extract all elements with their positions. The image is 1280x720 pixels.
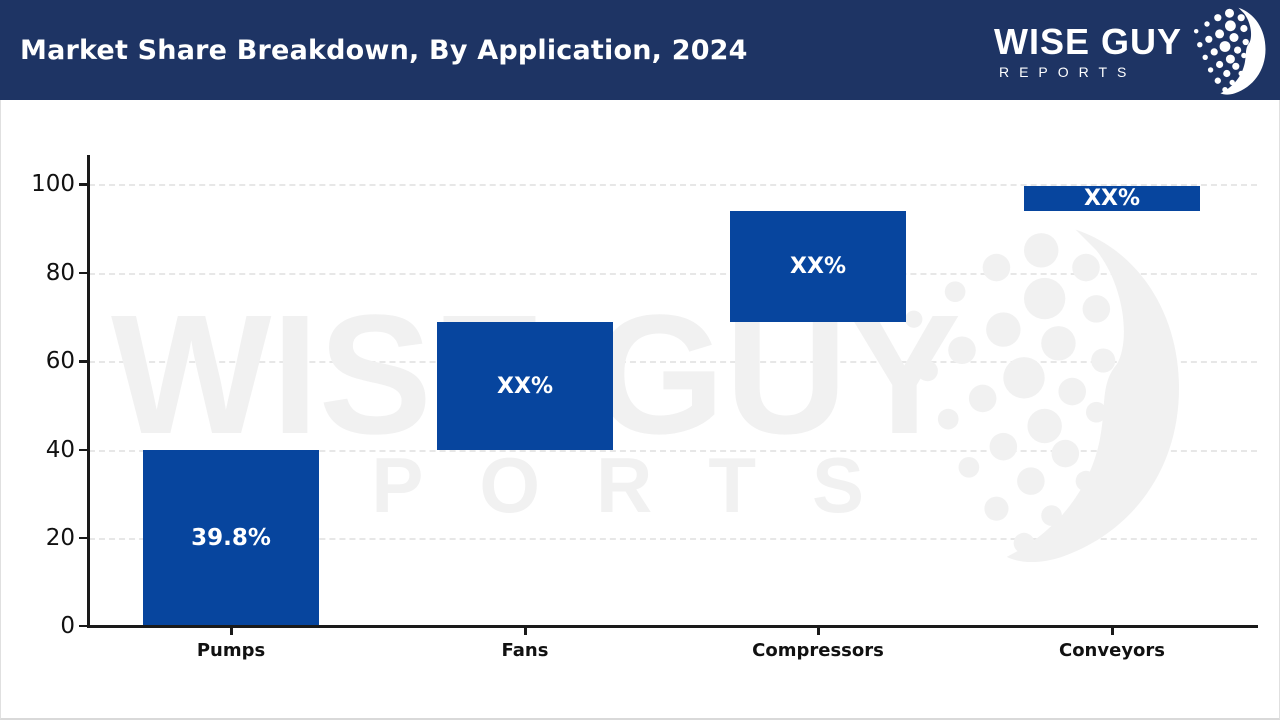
x-tick-label: Conveyors <box>1058 640 1166 661</box>
y-axis <box>87 155 90 627</box>
gridline-80 <box>89 272 1257 275</box>
y-tick <box>79 360 88 363</box>
x-tick-label: Compressors <box>752 640 884 661</box>
gridline-20 <box>89 537 1257 540</box>
y-tick <box>79 448 88 451</box>
gridline-40 <box>89 449 1257 452</box>
y-tick-label: 80 <box>45 259 75 286</box>
logo-wordmark-line2: REPORTS <box>998 63 1137 80</box>
x-axis <box>87 625 1258 628</box>
y-tick <box>79 624 88 627</box>
bar-value-label: XX% <box>1084 186 1140 211</box>
brand-logo: WISE GUY REPORTS <box>994 6 1266 96</box>
gridline-60 <box>89 361 1257 363</box>
x-tick <box>1111 627 1114 635</box>
bar-compressors: XX% <box>730 211 906 322</box>
x-tick <box>524 627 527 635</box>
x-tick-label: Pumps <box>196 640 266 661</box>
x-tick <box>230 627 233 635</box>
bar-value-label: XX% <box>790 254 846 279</box>
y-tick <box>79 183 88 186</box>
header-bar: Market Share Breakdown, By Application, … <box>0 0 1280 100</box>
chart-area: WISE GUY REPORTS 100 80 60 40 20 0 39.8%… <box>0 100 1280 720</box>
watermark-head-icon <box>905 229 1179 563</box>
y-tick-label: 100 <box>31 171 75 197</box>
y-tick-label: 20 <box>45 525 75 551</box>
page-title: Market Share Breakdown, By Application, … <box>20 34 748 66</box>
x-tick <box>817 627 820 635</box>
x-tick-label: Fans <box>501 640 549 661</box>
bar-fans: XX% <box>437 322 613 450</box>
logo-wordmark: WISE GUY REPORTS <box>993 20 1182 80</box>
bar-conveyors: XX% <box>1024 186 1200 211</box>
y-tick <box>79 271 88 274</box>
bar-pumps: 39.8% <box>143 450 319 626</box>
y-tick-label: 40 <box>45 436 75 463</box>
bar-value-label: 39.8% <box>191 525 271 551</box>
logo-head-icon <box>1193 7 1266 95</box>
logo-wordmark-line1: WISE GUY <box>993 20 1182 62</box>
y-tick-label: 60 <box>45 348 75 374</box>
gridline-100 <box>89 184 1257 186</box>
bar-value-label: XX% <box>497 373 553 399</box>
y-tick <box>79 536 88 539</box>
y-tick-label: 0 <box>60 612 75 639</box>
